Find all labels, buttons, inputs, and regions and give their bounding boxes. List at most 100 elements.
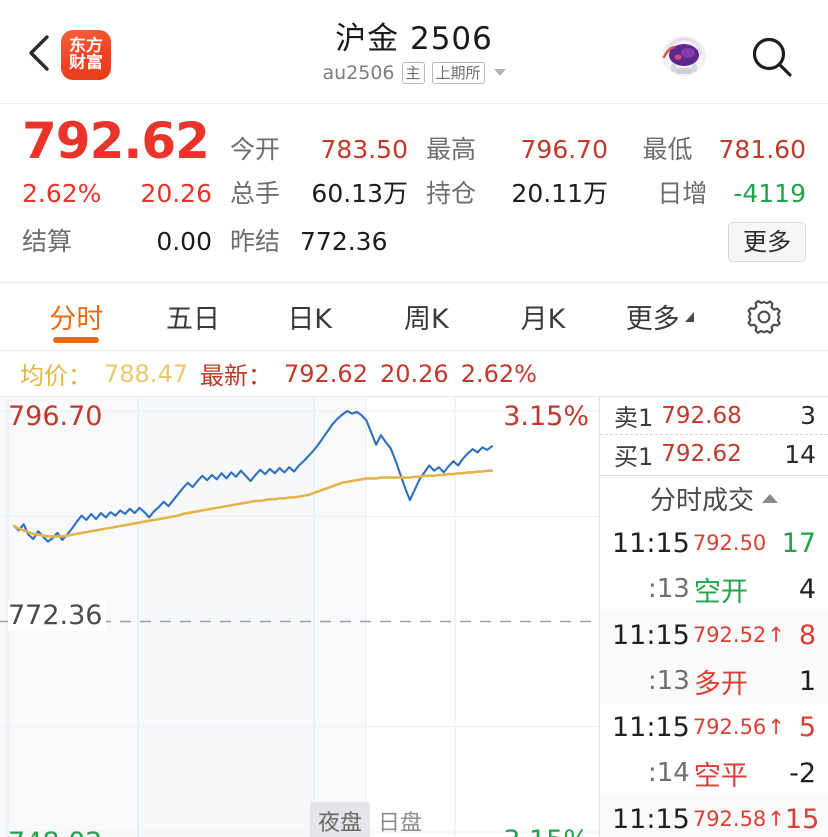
logo-line-1: 东方	[69, 36, 103, 56]
instrument-code: au2506	[322, 61, 395, 84]
tape-position-delta: -2	[789, 757, 816, 789]
eastmoney-logo[interactable]: 东方 财富	[61, 30, 111, 80]
tab-monthly-k[interactable]: 月K	[485, 283, 602, 351]
change-value: 20.26	[140, 179, 212, 208]
quote-row-secondary: 2.62% 20.26 总手 60.13万 持仓 20.11万 日增 -4119	[22, 174, 806, 222]
triangle-up-icon	[762, 493, 778, 503]
open-cell: 今开 783.50	[230, 130, 426, 166]
tape-row-price[interactable]: 11:15 792.52 ↑ 8	[600, 612, 828, 658]
openinterest-cell: 持仓 20.11万	[426, 174, 626, 210]
tape-qty: 17	[781, 527, 816, 559]
openinterest-value: 20.11万	[511, 179, 608, 208]
tape-header[interactable]: 分时成交	[600, 476, 828, 520]
tab-monthly-k-label: 月K	[520, 304, 566, 335]
latest-label: 最新：	[199, 362, 272, 390]
open-value: 783.50	[320, 135, 408, 164]
orderbook-row-sell1[interactable]: 卖1 792.68 3	[600, 397, 828, 435]
change-percent: 2.62%	[22, 179, 102, 208]
orderbook-buy1-qty: 14	[784, 439, 816, 469]
tape-trade-type: 空平	[693, 760, 748, 792]
quote-panel: 792.62 今开 783.50 最高 796.70 最低 781.60 2.6…	[0, 104, 828, 283]
tape-trade-type: 空开	[693, 576, 748, 608]
tape-position-delta: 4	[798, 573, 816, 605]
chart-high-label: 796.70	[8, 401, 103, 432]
tab-intraday[interactable]: 分时	[18, 283, 135, 351]
chart-tabbar: 分时 五日 日K 周K 月K 更多	[0, 283, 828, 351]
avg-label: 均价：	[20, 362, 92, 390]
tape-time: 11:15	[612, 619, 690, 651]
prev-settle-value: 772.36	[300, 227, 388, 256]
assistant-avatar-button[interactable]	[658, 30, 710, 82]
session-night-button[interactable]: 夜盘	[310, 802, 371, 837]
tab-five-day[interactable]: 五日	[135, 283, 252, 351]
triangle-down-icon	[684, 311, 694, 322]
robot-avatar-icon	[662, 36, 706, 76]
main-contract-tag: 主	[401, 61, 425, 84]
tape-divider	[600, 475, 828, 476]
orderbook-sell1-tag: 卖1	[614, 404, 654, 432]
tape-price: 792.52	[692, 623, 767, 647]
tape-trade-type: 多开	[693, 668, 748, 700]
quote-row-tertiary: 结算 0.00 昨结 772.36 更多	[22, 222, 806, 272]
settle-label: 结算	[22, 227, 73, 256]
chevron-down-icon[interactable]	[493, 69, 506, 77]
daychange-cell: 日增 -4119	[626, 174, 806, 210]
orderbook-buy1-tag: 买1	[614, 442, 654, 471]
app-header: 东方 财富 沪金 2506 au2506 主 上期所	[0, 0, 828, 104]
exchange-tag: 上期所	[431, 61, 485, 84]
tape-time: 11:15	[612, 803, 690, 835]
more-button[interactable]: 更多	[728, 222, 806, 262]
high-label: 最高	[426, 135, 477, 164]
volume-value: 60.13万	[311, 179, 408, 208]
settle-value: 0.00	[156, 227, 212, 256]
openinterest-label: 持仓	[426, 179, 477, 208]
chart-mid-label: 772.36	[8, 600, 107, 631]
tab-weekly-k[interactable]: 周K	[368, 283, 485, 351]
orderbook-sell1-qty: 3	[800, 401, 816, 430]
search-icon	[752, 37, 792, 77]
tape-time: 11:15	[612, 711, 690, 743]
volume-label: 总手	[230, 179, 281, 208]
tape-qty: 15	[784, 803, 820, 835]
chart-low-percent: -3.15%	[493, 825, 589, 837]
tape-qty: 5	[798, 711, 816, 743]
tab-daily-k[interactable]: 日K	[251, 283, 368, 351]
tab-daily-k-label: 日K	[287, 304, 333, 335]
chevron-left-icon	[29, 35, 49, 71]
daychange-value: -4119	[733, 179, 806, 208]
tape-row-price[interactable]: 11:15 792.56 ↑ 5	[600, 704, 828, 750]
last-price: 792.62	[22, 112, 210, 170]
orderbook-buy1-price: 792.62	[661, 441, 742, 467]
tape-row-type[interactable]: :14 空平 -2	[600, 750, 828, 796]
gear-icon	[747, 299, 781, 334]
tape-arrow-icon: ↑	[767, 715, 785, 739]
tape-time-seconds: :13	[648, 574, 690, 604]
quote-row-primary: 792.62 今开 783.50 最高 796.70 最低 781.60	[22, 112, 806, 174]
tape-row-type[interactable]: :13 空开 4	[600, 566, 828, 612]
session-day-button[interactable]: 日盘	[378, 811, 423, 836]
tape-arrow-icon: ↑	[767, 807, 785, 831]
chart-low-label: 748.02	[8, 827, 102, 837]
latest-percent: 2.62%	[460, 359, 537, 388]
back-button[interactable]	[22, 34, 56, 72]
tab-more[interactable]: 更多	[601, 283, 718, 351]
tape-row-price[interactable]: 11:15 792.58 ↑ 15	[600, 796, 828, 837]
orderbook-row-buy1[interactable]: 买1 792.62 14	[600, 435, 828, 473]
session-toggle[interactable]: 夜盘 日盘	[310, 802, 430, 837]
search-button[interactable]	[746, 32, 798, 84]
tab-weekly-k-label: 周K	[403, 304, 449, 335]
high-cell: 最高 796.70	[426, 130, 626, 166]
tape-row-type[interactable]: :13 多开 1	[600, 658, 828, 704]
daychange-label: 日增	[657, 179, 708, 208]
latest-change: 20.26	[379, 359, 449, 388]
low-cell: 最低 781.60	[626, 130, 807, 166]
tape-row-price[interactable]: 11:15 792.50 17	[600, 520, 828, 566]
tape-arrow-icon: ↑	[767, 623, 785, 647]
chart-settings-button[interactable]	[718, 283, 810, 351]
logo-line-2: 财富	[69, 53, 103, 73]
tape-rows: 11:15 792.50 17 :13 空开 4 11:15 792.52 ↑ 8:13 多开 1 11…	[600, 520, 828, 837]
chart-high-percent: 3.15%	[503, 401, 589, 432]
